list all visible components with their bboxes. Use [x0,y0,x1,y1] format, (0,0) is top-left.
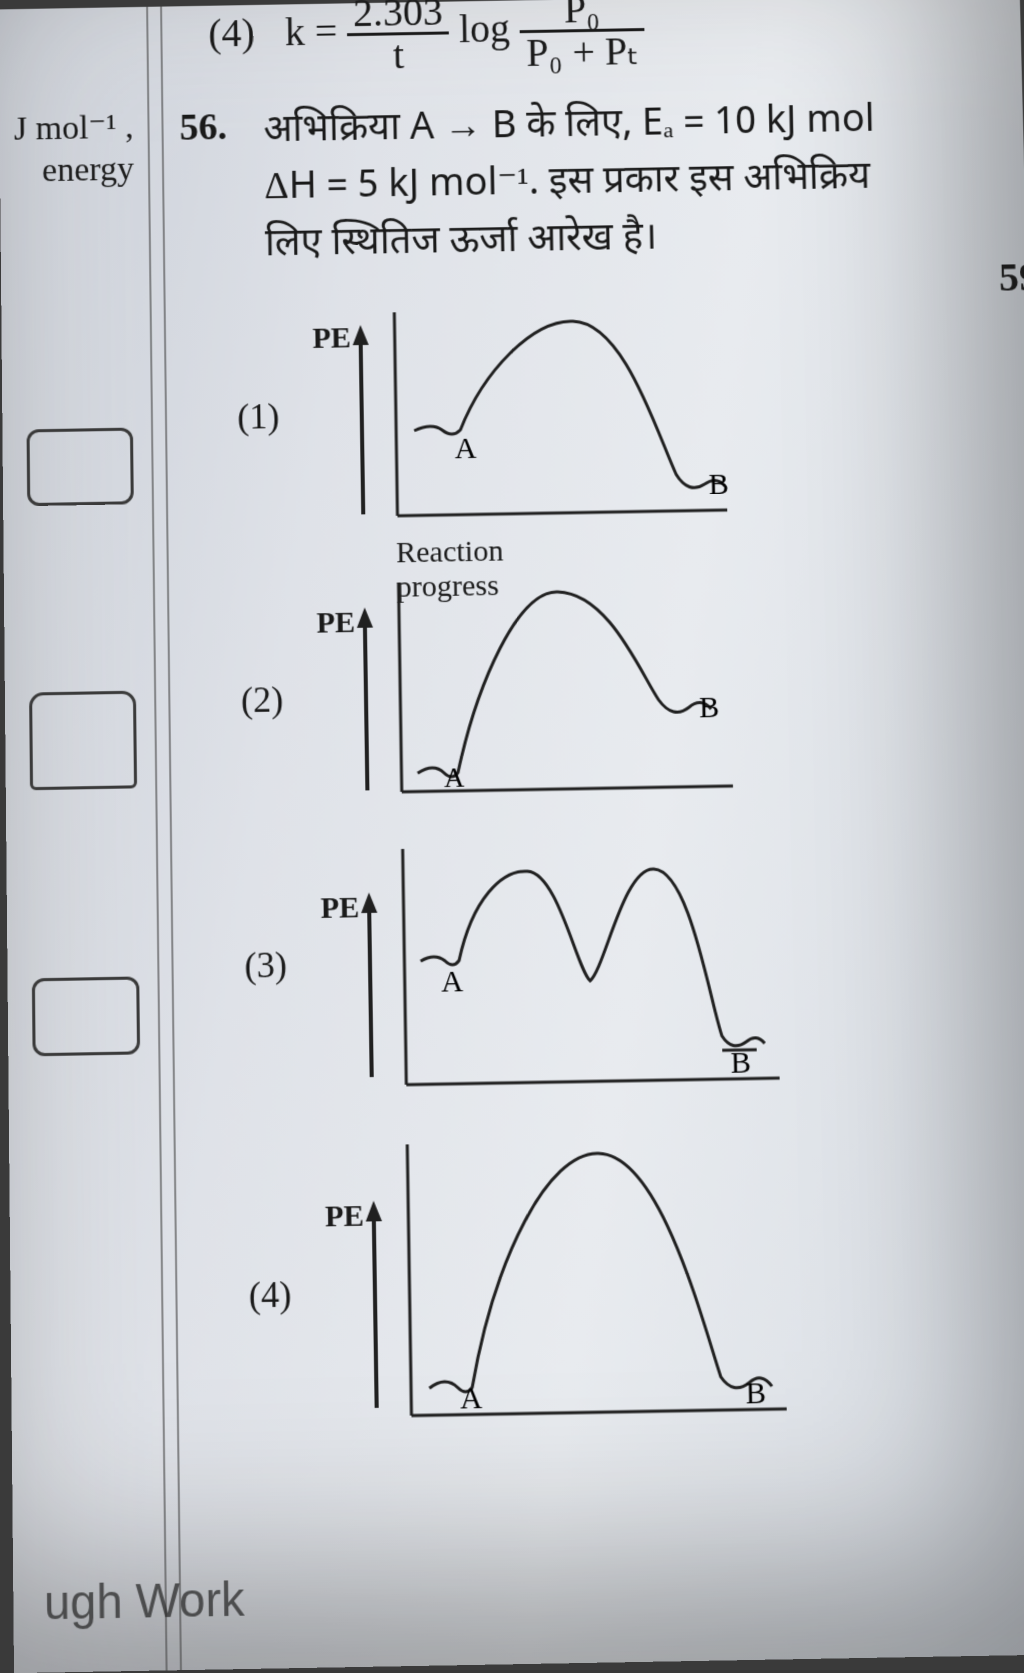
left-note-2: energy [0,151,134,191]
label-A-2: A [444,762,465,794]
prev-option-num: (4) [208,10,255,56]
label-A-4: A [460,1381,483,1416]
diagram-3: A B [310,831,821,1117]
option-2-num: (2) [227,678,298,722]
label-A-1: A [454,432,477,466]
label-A-3: A [441,965,464,999]
option-3-num: (3) [230,943,301,987]
left-margin-notes: J mol⁻¹ , energy [0,106,148,194]
qline1: अभिक्रिया A → B के लिए, Eₐ = 10 kJ mol [263,97,875,158]
main-column: (4) k = 2.303 t log P₀ P₀ + Pₜ 56. अभिक्… [188,0,956,6]
qline3: लिए स्थितिज ऊर्जा आरेख है। [265,214,658,271]
eq-prefix: k = [284,8,337,54]
prev-option-formula: (4) k = 2.303 t log P₀ P₀ + Pₜ [208,0,928,78]
frac1-bot: t [347,34,449,76]
question-text: अभिक्रिया A → B के लिए, Eₐ = 10 kJ mol Δ… [263,93,946,276]
fraction-2: P₀ P₀ + Pₜ [519,0,645,73]
label-B-1: B [708,468,729,502]
diagram-1: A B [302,296,768,546]
diagram-2: A B [306,568,774,820]
question-row: 56. अभिक्रिया A → B के लिए, Eₐ = 10 kJ m… [179,92,962,277]
footer-text: ugh Work [44,1571,245,1631]
left-box-1 [27,428,134,507]
label-B-2: B [699,691,720,725]
frac2-bot: P₀ + Pₜ [520,31,645,73]
qline2: ΔH = 5 kJ mol⁻¹. इस प्रकार इस अभिक्रिय [264,154,871,215]
log-text: log [459,5,511,51]
left-note-1: J mol⁻¹ , [0,107,134,149]
left-box-3 [32,976,140,1056]
left-box-2 [29,691,137,791]
option-1-num: (1) [223,395,294,439]
frac1-top: 2.303 [347,0,449,36]
label-B-4: B [745,1376,766,1411]
question-number: 56. [179,104,260,149]
diagram-4: A B [314,1129,828,1449]
option-4-num: (4) [234,1272,306,1317]
margin-num-59: 59 [998,253,1024,301]
page: J mol⁻¹ , energy (4) k = 2.303 t log P₀ … [0,0,1024,1673]
fraction-1: 2.303 t [347,0,450,76]
